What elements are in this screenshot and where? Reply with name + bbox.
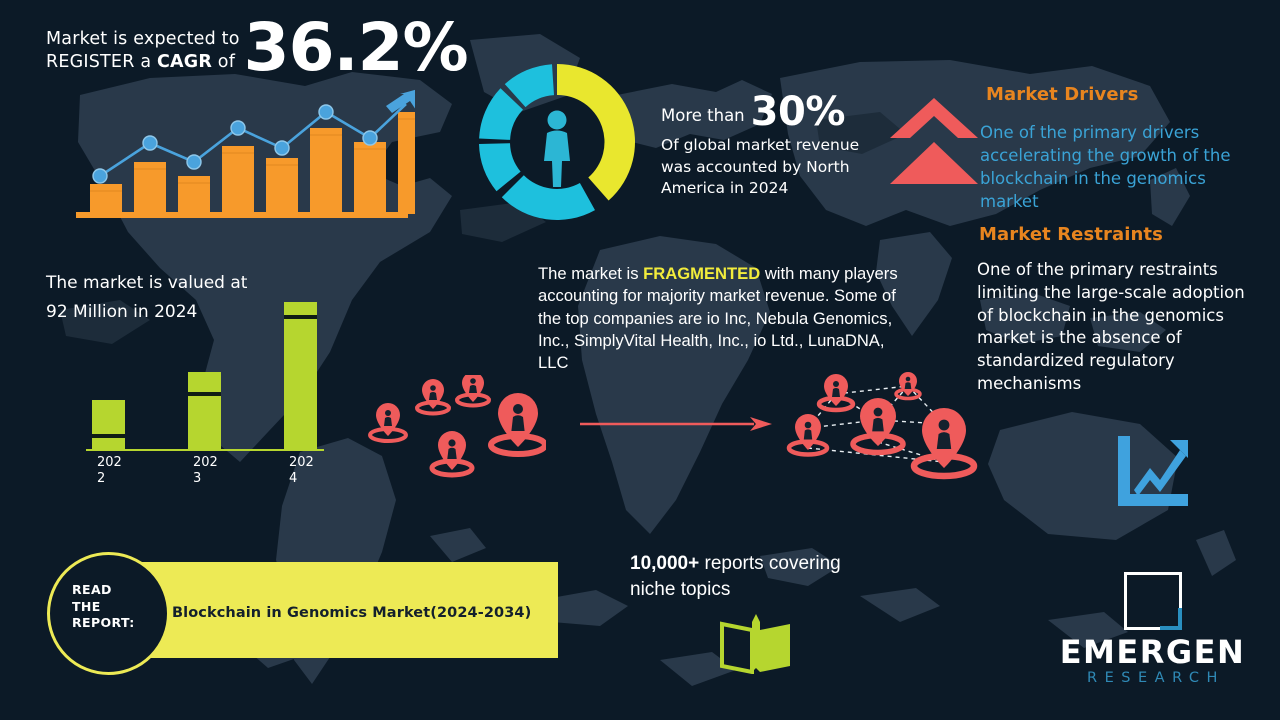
cagr-label-line1: Market is expected to (46, 29, 240, 49)
reports-count-label: reports covering niche topics (630, 553, 841, 600)
bar-label-2023-line2: 3 (193, 471, 202, 486)
cagr-label-line2-pre: REGISTER a (46, 52, 158, 72)
bars (90, 112, 430, 214)
bar-label-2023-line1: 202 (193, 455, 218, 470)
fragmented-highlight: FRAGMENTED (643, 264, 761, 283)
cagr-headline: Market is expected to REGISTER a CAGR of… (46, 15, 469, 81)
bar-label-2022-line1: 202 (97, 455, 122, 470)
trend-points (92, 104, 378, 184)
chart-baseline (76, 212, 408, 218)
na-more-than-label: More than (661, 106, 745, 125)
market-restraints-body: One of the primary restraints limiting t… (977, 260, 1245, 393)
donut-slice-2 (501, 175, 595, 221)
direction-arrow-icon (578, 414, 774, 438)
bar-2023 (188, 372, 221, 450)
reports-count-number: 10,000+ (630, 553, 700, 574)
fragmented-post: with many players accounting for majorit… (538, 264, 898, 373)
na-description: Of global market revenue was accounted b… (661, 136, 860, 197)
trend-arrow-icon (386, 88, 422, 113)
growth-chart-icon (1112, 432, 1192, 516)
map-pins-network-group (786, 372, 986, 491)
read-report-line2: THE (72, 598, 101, 614)
cagr-label-bold: CAGR (157, 52, 213, 72)
market-valuation: The market is valued at 92 Million in 20… (46, 272, 247, 327)
market-drivers-title: Market Drivers (986, 84, 1139, 105)
up-arrows-icon (888, 96, 980, 192)
cagr-label-line2-post: of (212, 52, 236, 72)
growth-trend-bar-chart (70, 86, 430, 222)
valuation-amount: 92 Million (46, 302, 128, 322)
open-book-icon (718, 612, 794, 678)
cagr-value: 36.2% (243, 9, 469, 86)
bar-label-2024-line1: 202 (289, 455, 314, 470)
read-report-line3: REPORT: (72, 615, 135, 630)
cagr-label: Market is expected to REGISTER a CAGR of (46, 24, 240, 74)
valuation-year: in 2024 (127, 302, 198, 322)
trend-line (99, 103, 407, 178)
valuation-value: 92 Million in 2024 (46, 294, 247, 327)
read-report-circle-label: READ THE REPORT: (72, 582, 135, 632)
read-report-title[interactable]: Blockchain in Genomics Market(2024-2034) (172, 605, 532, 621)
bar-2022 (92, 400, 125, 450)
emergen-research-logo: EMERGEN RESEARCH (1055, 572, 1250, 686)
map-pins-scattered-group (368, 372, 548, 487)
fragmented-pre: The market is (538, 264, 644, 283)
read-report-circle[interactable] (47, 552, 170, 675)
valuation-label: The market is valued at (46, 273, 248, 293)
bar-label-2023: 202 3 (193, 455, 218, 487)
donut-slice-5 (504, 64, 554, 108)
logo-square-icon (1123, 572, 1182, 630)
read-report-line1: READ (72, 582, 112, 597)
bar-label-2024: 202 4 (289, 455, 314, 487)
donut-slice-north-america (557, 64, 636, 201)
cagr-label-line2: REGISTER a CAGR of (46, 51, 240, 74)
bar-2024 (284, 302, 317, 450)
logo-accent-corner (1159, 608, 1182, 630)
north-america-stat: More than 30% Of global market revenue w… (661, 92, 876, 200)
market-restraints-title: Market Restraints (979, 224, 1163, 245)
market-value-by-year-bar-chart (78, 296, 328, 490)
north-america-share-donut (473, 58, 641, 230)
read-report-banner[interactable] (105, 562, 558, 658)
person-icon (544, 110, 570, 187)
bar-label-2022-line2: 2 (97, 471, 106, 486)
reports-count-text: 10,000+ reports covering niche topics (630, 551, 860, 602)
market-drivers-body: One of the primary drivers accelerating … (980, 123, 1231, 211)
donut-slice-4 (479, 88, 523, 140)
donut-slice-3 (479, 143, 521, 192)
bar-label-2022: 202 2 (97, 455, 122, 487)
fragmented-market-text: The market is FRAGMENTED with many playe… (538, 263, 898, 374)
logo-subtitle: RESEARCH (1087, 670, 1225, 686)
na-percent-value: 30% (750, 89, 846, 135)
bar-label-2024-line2: 4 (289, 471, 298, 486)
logo-name: EMERGEN (1059, 633, 1246, 671)
